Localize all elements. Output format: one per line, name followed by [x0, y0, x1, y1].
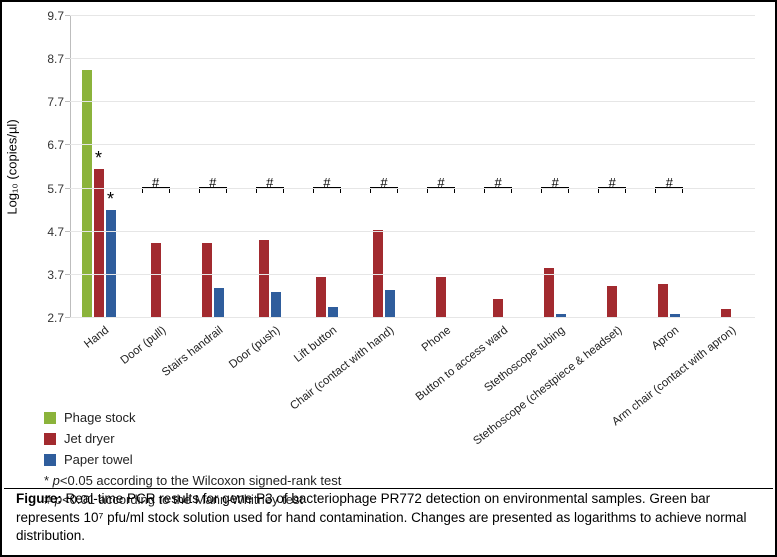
bar-group: Button to access ward#	[470, 16, 527, 318]
bar-groups: **HandDoor (pull)#Stairs handrail#Door (…	[70, 16, 755, 318]
horizontal-divider	[4, 488, 773, 489]
bar-jet_dryer	[259, 240, 269, 318]
bar-group: Door (pull)#	[127, 16, 184, 318]
legend: Phage stock Jet dryer Paper towel	[44, 410, 761, 467]
figure-caption: Figure: Real-time PCR results for gene P…	[16, 490, 761, 545]
x-tick-label: Stairs handrail	[156, 320, 225, 379]
bar-jet_dryer	[151, 243, 161, 319]
bar-group: Door (push)#	[241, 16, 298, 318]
chart-area: Log₁₀ (copies/µl) **HandDoor (pull)#Stai…	[16, 12, 761, 322]
x-tick-label: Apron	[646, 320, 681, 353]
gridline	[70, 188, 755, 189]
bar-group: Arm chair (contact with apron)	[698, 16, 755, 318]
y-tick-label: 2.7	[47, 311, 64, 325]
bar-jet_dryer	[316, 277, 326, 318]
gridline	[70, 317, 755, 318]
legend-swatch	[44, 454, 56, 466]
note-wilcoxon: * p<0.05 according to the Wilcoxon signe…	[44, 473, 761, 488]
y-tick-label: 6.7	[47, 138, 64, 152]
gridline	[70, 144, 755, 145]
x-tick-label: Chair (contact with hand)	[284, 320, 396, 413]
y-tick-mark	[65, 58, 70, 59]
significance-star: *	[107, 190, 114, 208]
bar-jet_dryer	[94, 169, 104, 318]
y-tick-mark	[65, 144, 70, 145]
bar-paper_towel	[385, 290, 395, 318]
bar-group: Phone#	[413, 16, 470, 318]
y-tick-label: 4.7	[47, 225, 64, 239]
bar-jet_dryer	[436, 277, 446, 318]
x-tick-label: Lift button	[288, 320, 339, 365]
legend-label: Paper towel	[64, 452, 133, 467]
bar-jet_dryer	[607, 286, 617, 318]
bar-jet_dryer	[658, 284, 668, 319]
y-tick-label: 5.7	[47, 182, 64, 196]
y-tick-label: 8.7	[47, 52, 64, 66]
bar-group: Lift button#	[298, 16, 355, 318]
plot-region: **HandDoor (pull)#Stairs handrail#Door (…	[70, 16, 755, 318]
y-tick-mark	[65, 188, 70, 189]
gridline	[70, 58, 755, 59]
x-tick-label: Door (push)	[223, 320, 282, 372]
gridline	[70, 15, 755, 16]
legend-label: Phage stock	[64, 410, 136, 425]
bar-group: Stethoscope tubing#	[527, 16, 584, 318]
figure-frame: Log₁₀ (copies/µl) * * Hand Door (pull)#Stai…	[0, 0, 777, 557]
legend-item: Paper towel	[44, 452, 761, 467]
bar-jet_dryer	[202, 243, 212, 319]
y-tick-label: 9.7	[47, 9, 64, 23]
gridline	[70, 101, 755, 102]
y-tick-mark	[65, 15, 70, 16]
legend-label: Jet dryer	[64, 431, 115, 446]
legend-swatch	[44, 412, 56, 424]
significance-star: *	[95, 149, 102, 167]
caption-text: Real-time PCR results for gene P3 of bac…	[16, 491, 747, 542]
bar-group: Stethoscope (chestpiece & headset)#	[584, 16, 641, 318]
y-tick-label: 3.7	[47, 268, 64, 282]
bar-jet_dryer	[493, 299, 503, 318]
bar-group: **Hand	[70, 16, 127, 318]
legend-item: Jet dryer	[44, 431, 761, 446]
y-tick-mark	[65, 274, 70, 275]
legend-swatch	[44, 433, 56, 445]
bar-jet_dryer	[544, 268, 554, 318]
bar-group: Chair (contact with hand)#	[355, 16, 412, 318]
y-tick-mark	[65, 317, 70, 318]
legend-item: Phage stock	[44, 410, 761, 425]
gridline	[70, 231, 755, 232]
bar-paper_towel	[214, 288, 224, 318]
y-axis-label: Log₁₀ (copies/µl)	[5, 119, 20, 214]
x-tick-label: Phone	[416, 320, 453, 355]
bar-paper_towel	[271, 292, 281, 318]
bar-paper_towel	[106, 210, 116, 318]
bar-phage_stock	[82, 70, 92, 318]
y-tick-mark	[65, 231, 70, 232]
bar-group: Apron#	[641, 16, 698, 318]
x-tick-label: Door (pull)	[115, 320, 168, 367]
y-tick-label: 7.7	[47, 95, 64, 109]
gridline	[70, 274, 755, 275]
x-tick-label: Hand	[78, 320, 111, 351]
bar-group: Stairs handrail#	[184, 16, 241, 318]
caption-bold: Figure:	[16, 491, 62, 506]
y-tick-mark	[65, 101, 70, 102]
